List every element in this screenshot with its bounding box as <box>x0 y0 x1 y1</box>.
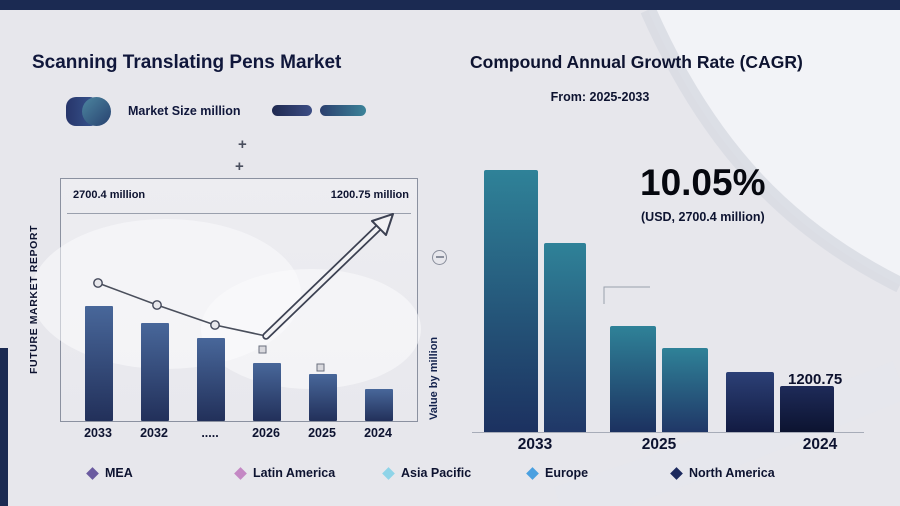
market-size-bar-2026 <box>253 363 281 421</box>
market-size-bar-2033 <box>85 306 113 421</box>
annotation-2033-value: 2700.4 million <box>73 189 146 201</box>
market-size-icon <box>66 96 114 128</box>
legend-label: Europe <box>545 466 589 480</box>
legend-label: North America <box>689 466 775 480</box>
market-size-bars <box>71 291 407 421</box>
legend-label: Latin America <box>253 466 336 480</box>
annotation-2024-value: 1200.75 million <box>330 189 409 201</box>
cagr-bar-group-2025 <box>610 326 708 432</box>
legend-diamond-icon <box>382 466 395 480</box>
cagr-bar-2024-2 <box>780 386 834 432</box>
cagr-x-axis-label-2025: 2025 <box>641 436 677 453</box>
trend-line-arrow <box>93 213 394 372</box>
market-size-bar-..... <box>197 338 225 421</box>
legend-diamond-icon <box>234 466 247 480</box>
plus-icon: + <box>235 158 244 175</box>
x-axis-label-2026: 2026 <box>252 426 280 440</box>
cagr-title: Compound Annual Growth Rate (CAGR) <box>470 52 803 72</box>
legend-item-north-america: North America <box>670 466 775 480</box>
cagr-bar-2033-1 <box>484 170 538 432</box>
market-size-bar-2032 <box>141 323 169 421</box>
x-axis-label-.....: ..... <box>201 426 219 440</box>
cagr-subtitle: From: 2025-2033 <box>550 90 650 104</box>
x-axis-label-2025: 2025 <box>308 426 336 440</box>
circle-minus-icon <box>432 250 447 265</box>
cagr-chart <box>472 155 864 433</box>
market-size-legend-label: Market Size million <box>128 104 241 118</box>
legend-item-latin-america: Latin America <box>234 466 336 480</box>
pill-teal-decoration <box>320 105 366 116</box>
value-annotation-1200: 1200.75 <box>788 371 843 388</box>
top-gridline <box>67 213 411 214</box>
legend-item-asia-pacific: Asia Pacific <box>382 466 472 480</box>
cagr-bar-2033-2 <box>544 243 586 432</box>
cagr-percentage: 10.05% <box>640 162 766 203</box>
market-size-chart: 2700.4 million 1200.75 million <box>31 178 421 422</box>
legend-diamond-icon <box>670 466 683 480</box>
x-axis-label-2024: 2024 <box>364 426 392 440</box>
value-axis-label: Value by million <box>428 336 440 420</box>
market-size-bar-2024 <box>365 389 393 421</box>
left-accent-bar <box>0 348 8 506</box>
cagr-x-axis-label-2033: 2033 <box>517 436 553 453</box>
legend-diamond-icon <box>86 466 99 480</box>
legend-item-mea: MEA <box>86 466 133 480</box>
cagr-bar-group-2033 <box>484 170 586 432</box>
future-market-report-label: FUTURE MARKET REPORT <box>28 224 40 374</box>
market-title: Scanning Translating Pens Market <box>32 52 342 73</box>
pill-dark-decoration <box>272 105 312 116</box>
cagr-x-axis-label-2024: 2024 <box>802 436 838 453</box>
market-size-bar-2025 <box>309 374 337 421</box>
legend-item-europe: Europe <box>526 466 589 480</box>
cagr-bar-2024-1 <box>726 372 774 432</box>
legend-label: Asia Pacific <box>401 466 472 480</box>
legend-diamond-icon <box>526 466 539 480</box>
x-axis-label-2032: 2032 <box>140 426 168 440</box>
top-accent-bar <box>0 0 900 10</box>
x-axis-label-2033: 2033 <box>84 426 112 440</box>
cagr-bar-2025-1 <box>610 326 656 432</box>
cagr-basis: (USD, 2700.4 million) <box>641 210 765 224</box>
cagr-bar-group-2024 <box>726 372 834 432</box>
legend-label: MEA <box>105 466 133 480</box>
plus-icon: + <box>238 136 247 153</box>
market-size-x-axis: 2033 2032..... 2026 2025 2024 <box>70 426 406 440</box>
cagr-bar-2025-2 <box>662 348 708 432</box>
